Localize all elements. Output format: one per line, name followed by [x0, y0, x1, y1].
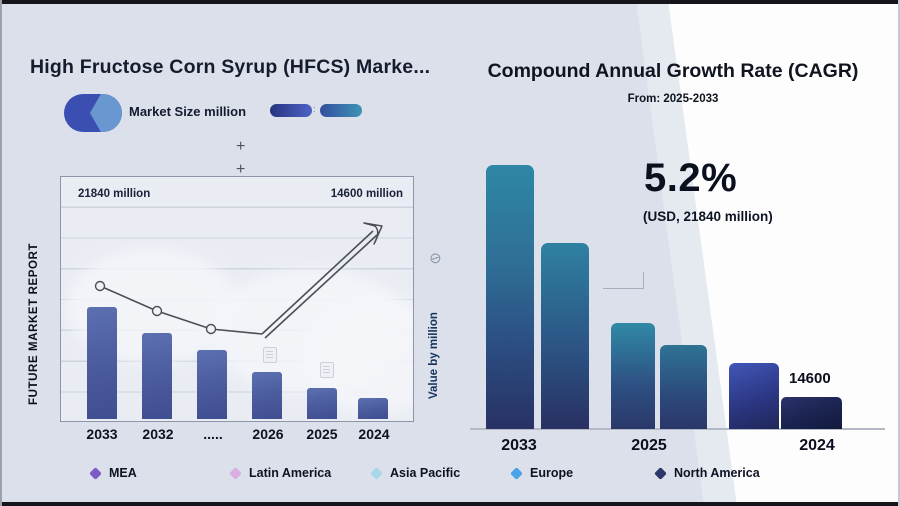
trend-line-arrow — [94, 222, 383, 339]
x-tick-label: 2024 — [799, 437, 835, 454]
legend-label: North America — [674, 466, 760, 480]
cagr-bar-2025-a — [611, 323, 655, 429]
market-size-chart: 21840 million 14600 million — [60, 176, 414, 422]
x-tick-label: 2033 — [86, 426, 118, 442]
legend-label: Europe — [530, 466, 574, 480]
bar-2025 — [307, 388, 337, 419]
document-icon — [320, 362, 334, 378]
brand-logo-hexagon-icon — [90, 94, 122, 132]
brand-logo-icon — [64, 94, 122, 132]
x-tick-label: 2024 — [358, 426, 390, 442]
legend-item-mea: MEA — [89, 466, 137, 480]
document-icon — [263, 347, 277, 363]
cagr-bar-2033-a — [486, 165, 534, 429]
legend-label: MEA — [109, 466, 137, 480]
diamond-marker-icon — [654, 466, 667, 480]
left-panel-title: High Fructose Corn Syrup (HFCS) Marke... — [30, 56, 431, 78]
legend: MEA Latin America Asia Pacific Europe No… — [0, 466, 900, 490]
bar-2032 — [142, 333, 172, 419]
legend-label: Latin America — [249, 466, 332, 480]
diamond-marker-icon — [510, 466, 523, 480]
legend-item-north-america: North America — [654, 466, 760, 480]
bar-intermediate — [197, 350, 227, 419]
corner-bracket-decoration — [603, 272, 644, 289]
cagr-bar-2033-b — [541, 243, 589, 429]
decorative-pill-navy — [270, 104, 312, 117]
cagr-bar-2025-b — [660, 345, 707, 429]
frame-top-border — [0, 0, 900, 4]
x-tick-label: ..... — [203, 426, 223, 442]
legend-item-asia-pacific: Asia Pacific — [370, 466, 461, 480]
frame-left-border — [0, 0, 2, 506]
x-tick-label: 2025 — [631, 437, 667, 454]
legend-label: Asia Pacific — [390, 466, 461, 480]
x-tick-label: 2032 — [142, 426, 174, 442]
pill-separator: : — [313, 104, 316, 114]
minus-circle-icon: ⊖ — [426, 248, 445, 269]
left-chart-side-label: FUTURE MARKET REPORT — [28, 242, 40, 406]
frame-right-border — [898, 0, 900, 506]
market-size-label: Market Size million — [129, 104, 247, 119]
legend-item-latin-america: Latin America — [229, 466, 332, 480]
cagr-bar-2024-a — [729, 363, 779, 429]
cagr-subtitle: From: 2025-2033 — [627, 93, 719, 105]
cagr-rate-detail: (USD, 21840 million) — [643, 209, 773, 224]
plus-icon: + — [236, 138, 246, 155]
diamond-marker-icon — [370, 466, 383, 480]
cagr-bar-2024-b — [781, 397, 842, 429]
bar-2026 — [252, 372, 282, 419]
diamond-marker-icon — [229, 466, 242, 480]
cagr-title: Compound Annual Growth Rate (CAGR) — [487, 60, 859, 82]
cagr-rate-value: 5.2% — [644, 156, 738, 200]
frame-bottom-border — [0, 502, 900, 506]
start-value-annotation: 21840 million — [78, 188, 151, 200]
cagr-baseline — [470, 428, 885, 430]
decorative-pill-teal — [320, 104, 362, 117]
value-axis-label: Value by million — [428, 312, 440, 400]
legend-item-europe: Europe — [510, 466, 574, 480]
cagr-end-bar-annotation: 14600 — [789, 370, 831, 387]
x-tick-label: 2025 — [306, 426, 338, 442]
bar-2033 — [87, 307, 117, 419]
x-tick-label: 2033 — [501, 437, 537, 454]
plus-icon: + — [236, 161, 246, 178]
bar-2024 — [358, 398, 388, 419]
end-value-annotation: 14600 million — [330, 188, 403, 200]
x-tick-label: 2026 — [252, 426, 284, 442]
diamond-marker-icon — [89, 466, 102, 480]
